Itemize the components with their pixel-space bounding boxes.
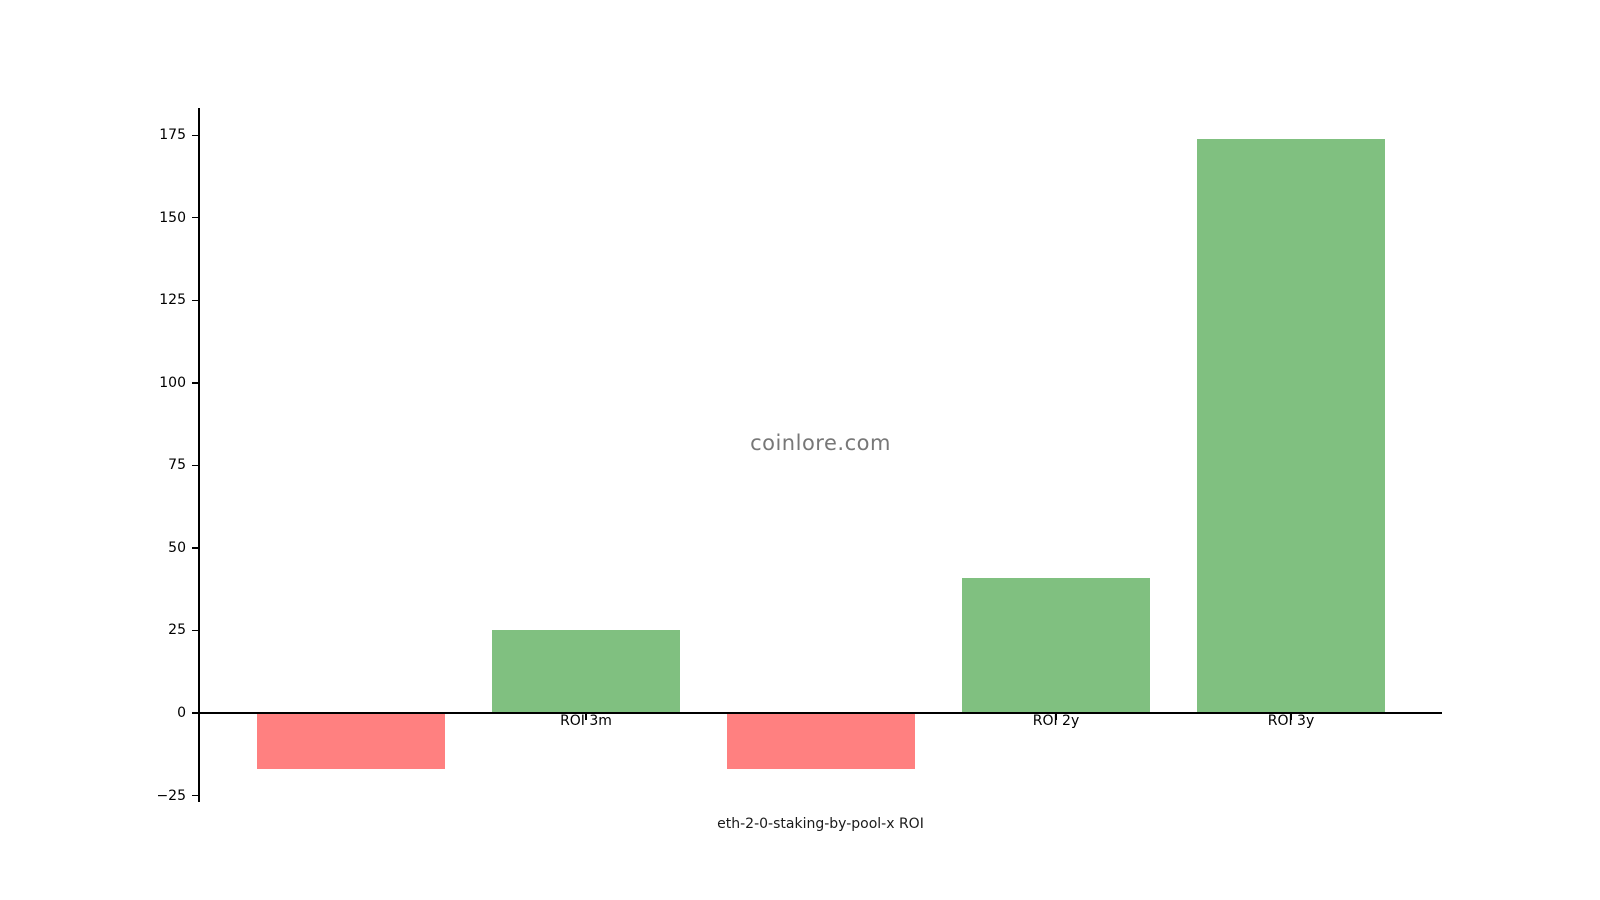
x-axis-line (198, 712, 1442, 714)
bar (962, 577, 1150, 713)
y-tick-label: 25 (168, 622, 186, 639)
y-tick-mark (192, 547, 199, 549)
y-tick-mark (192, 464, 199, 467)
watermark-text: coinlore.com (750, 431, 891, 455)
y-tick-label: 0 (177, 705, 186, 721)
bar (727, 713, 915, 770)
x-tick-label: ROI 3m (560, 713, 612, 729)
bar (1197, 138, 1385, 713)
y-tick-label: −25 (156, 787, 186, 804)
x-tick-label: ROI 3y (1267, 713, 1315, 729)
x-tick-mark (1055, 713, 1057, 720)
x-tick-mark (1290, 713, 1292, 720)
y-tick-label: 50 (168, 539, 186, 556)
y-tick-mark (192, 382, 199, 384)
y-tick-mark (192, 134, 199, 136)
y-tick-label: 175 (159, 127, 186, 144)
y-tick-label: 125 (159, 292, 186, 309)
y-axis-line (198, 108, 200, 802)
x-tick-mark (585, 713, 587, 720)
y-tick-mark (192, 299, 199, 302)
y-tick-mark (192, 217, 199, 219)
x-tick-label: ROI 2y (1032, 713, 1080, 729)
bar (492, 630, 680, 713)
y-tick-label: 100 (159, 374, 186, 391)
y-tick-mark (192, 629, 199, 632)
y-tick-mark (192, 712, 199, 714)
chart-title: eth-2-0-staking-by-pool-x ROI (717, 816, 924, 832)
y-tick-label: 150 (159, 209, 186, 226)
bar (257, 713, 445, 770)
y-tick-mark (192, 794, 199, 797)
y-tick-label: 75 (168, 457, 186, 474)
